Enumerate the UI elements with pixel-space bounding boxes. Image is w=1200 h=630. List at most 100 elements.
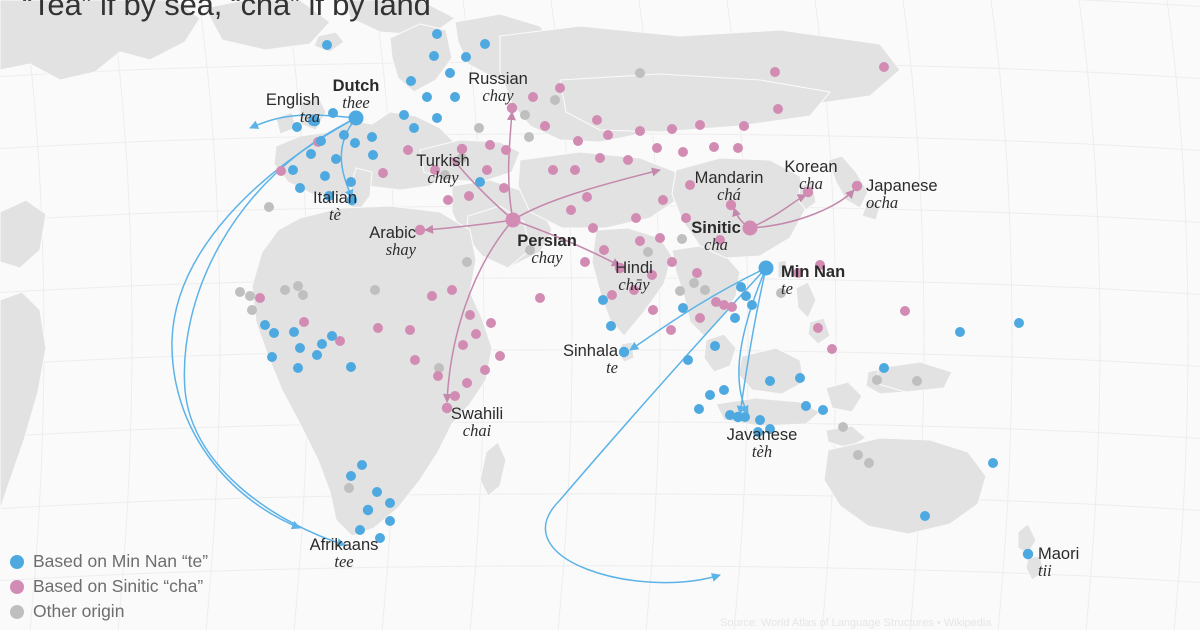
map-dot: [450, 92, 460, 102]
map-dot: [367, 132, 377, 142]
label-language-name: Russian: [468, 70, 528, 88]
dots-min-nan-te: [260, 29, 1033, 559]
map-dot: [440, 170, 450, 180]
map-dot: [235, 287, 245, 297]
map-dot: [525, 245, 535, 255]
map-dot: [299, 317, 309, 327]
map-dot: [276, 166, 286, 176]
map-dot: [730, 313, 740, 323]
map-dot: [405, 325, 415, 335]
label-english: English tea: [160, 92, 320, 126]
map-dot: [776, 288, 786, 298]
map-dot: [322, 40, 332, 50]
label-arabic: Arabic shay: [256, 225, 416, 259]
map-dot: [370, 285, 380, 295]
map-dot: [635, 236, 645, 246]
map-dot: [458, 340, 468, 350]
map-dot: [988, 458, 998, 468]
map-dot: [629, 285, 639, 295]
map-dot: [373, 323, 383, 333]
label-anchor-dot: [725, 199, 737, 211]
label-dutch: Dutch thee: [266, 78, 446, 112]
label-tea-word: shay: [385, 239, 416, 259]
cha-migration-arcs: [424, 111, 855, 403]
map-dot: [765, 424, 775, 434]
map-dot: [700, 285, 710, 295]
label-tea-word: chāy: [618, 274, 650, 294]
label-swahili: Swahili chai: [387, 406, 567, 440]
map-dot: [474, 123, 484, 133]
page-title: “Tea” if by sea, “cha” if by land: [22, 0, 431, 22]
label-anchor-dot: [1022, 548, 1034, 560]
map-dot: [432, 113, 442, 123]
map-dot: [827, 344, 837, 354]
map-dot: [403, 145, 413, 155]
map-dot: [399, 110, 409, 120]
map-dot: [447, 285, 457, 295]
map-dot: [409, 123, 419, 133]
map-dot: [570, 165, 580, 175]
legend-label: Based on Sinitic “cha”: [33, 576, 204, 596]
map-dot: [955, 327, 965, 337]
map-dot: [289, 327, 299, 337]
map-dot: [443, 195, 453, 205]
map-dot: [280, 285, 290, 295]
map-dot: [378, 168, 388, 178]
landmasses: [0, 0, 1045, 581]
map-dot: [480, 365, 490, 375]
label-language-name: Dutch: [332, 77, 380, 95]
map-dot: [683, 355, 693, 365]
map-dot: [623, 155, 633, 165]
label-anchor-dot: [802, 186, 814, 198]
map-dot: [573, 136, 583, 146]
map-dot: [678, 303, 688, 313]
map-dot: [675, 286, 685, 296]
map-dot: [288, 165, 298, 175]
legend-color-swatch: [10, 579, 24, 594]
map-dot: [681, 213, 691, 223]
map-dot: [815, 260, 825, 270]
legend-item-cha[interactable]: Based on Sinitic “cha”: [10, 574, 208, 599]
map-dot: [652, 143, 662, 153]
map-dot: [385, 498, 395, 508]
map-dot: [524, 132, 534, 142]
map-dot: [480, 39, 490, 49]
map-dot: [715, 235, 725, 245]
map-dot: [648, 305, 658, 315]
map-dot: [582, 192, 592, 202]
map-dot: [603, 130, 613, 140]
map-dot: [433, 371, 443, 381]
legend-item-other[interactable]: Other origin: [10, 599, 208, 624]
label-anchor-dot: [618, 346, 630, 358]
map-dot: [736, 282, 746, 292]
map-dot: [357, 460, 367, 470]
map-dot: [328, 108, 338, 118]
label-anchor-dot: [309, 115, 321, 127]
map-dot: [327, 331, 337, 341]
map-dot: [741, 291, 751, 301]
label-anchor-dot: [441, 402, 453, 414]
map-dot: [422, 92, 432, 102]
map-dot: [465, 310, 475, 320]
map-dot: [427, 291, 437, 301]
map-dot: [1014, 318, 1024, 328]
label-sinhala: Sinhala te: [458, 343, 618, 377]
label-tea-word: chay: [427, 167, 459, 187]
label-tea-word: tee: [334, 551, 354, 571]
map-dot: [719, 300, 729, 310]
map-dot: [324, 191, 334, 201]
map-dot: [267, 352, 277, 362]
map-dot: [635, 68, 645, 78]
map-dot: [733, 143, 743, 153]
map-dot: [406, 76, 416, 86]
map-dot: [260, 320, 270, 330]
legend-label: Other origin: [33, 601, 125, 621]
map-dot: [485, 140, 495, 150]
legend-item-te[interactable]: Based on Min Nan “te”: [10, 549, 208, 574]
map-dot: [711, 297, 721, 307]
map-dot: [606, 321, 616, 331]
map-dot: [879, 363, 889, 373]
label-language-name: Sinitic: [691, 219, 741, 237]
label-language-name: Javanese: [726, 426, 798, 444]
